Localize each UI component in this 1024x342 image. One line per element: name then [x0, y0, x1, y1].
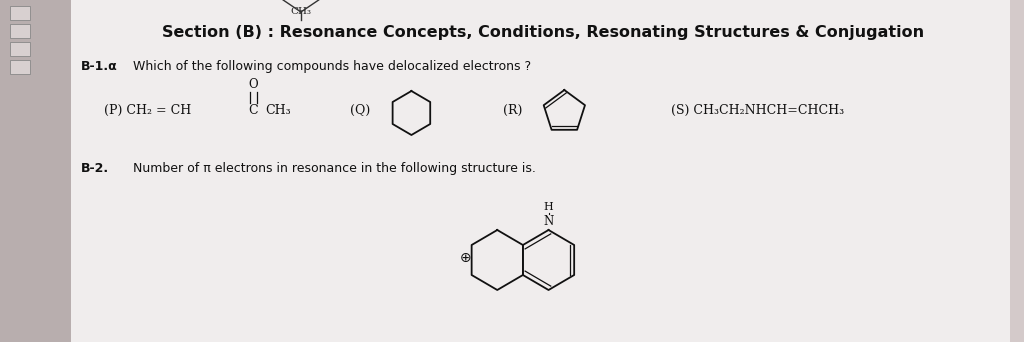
FancyBboxPatch shape	[71, 0, 1011, 342]
Text: B-1.α: B-1.α	[81, 60, 118, 73]
Text: (S) CH₃CH₂NHCH=CHCH₃: (S) CH₃CH₂NHCH=CHCH₃	[671, 104, 844, 117]
Text: (P) CH₂ = CH: (P) CH₂ = CH	[103, 104, 190, 117]
Text: N: N	[544, 215, 554, 228]
Text: B-2.: B-2.	[81, 162, 109, 175]
Text: C: C	[249, 104, 258, 117]
Text: O: O	[249, 78, 258, 91]
Text: H: H	[544, 202, 553, 212]
Text: Number of π electrons in resonance in the following structure is.: Number of π electrons in resonance in th…	[133, 162, 537, 175]
Text: Which of the following compounds have delocalized electrons ?: Which of the following compounds have de…	[133, 60, 531, 73]
FancyBboxPatch shape	[10, 60, 30, 74]
Text: CH₃: CH₃	[265, 104, 291, 117]
Text: CH₃: CH₃	[291, 7, 311, 16]
FancyBboxPatch shape	[10, 24, 30, 38]
Text: Section (B) : Resonance Concepts, Conditions, Resonating Structures & Conjugatio: Section (B) : Resonance Concepts, Condit…	[162, 25, 924, 40]
FancyBboxPatch shape	[0, 0, 71, 342]
FancyBboxPatch shape	[10, 42, 30, 56]
Text: ⊕: ⊕	[460, 251, 471, 265]
FancyBboxPatch shape	[10, 6, 30, 20]
Text: (Q): (Q)	[350, 104, 371, 117]
Text: (R): (R)	[503, 104, 522, 117]
